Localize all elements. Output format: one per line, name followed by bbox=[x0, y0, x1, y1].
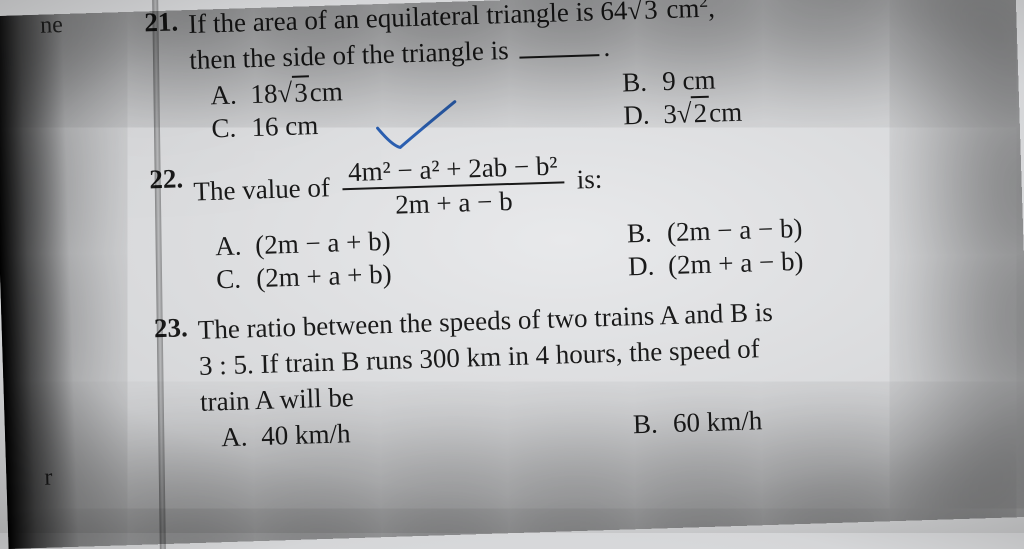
q22-text: The value of 4m² − a² + 2ab − b² 2m + a … bbox=[193, 150, 604, 226]
q21-line1b: cm bbox=[659, 0, 700, 24]
q23-text: The ratio between the speeds of two trai… bbox=[197, 293, 775, 420]
radicand: 2 bbox=[691, 96, 709, 129]
q22-tail: is: bbox=[576, 164, 602, 195]
opt-pre: 18 bbox=[250, 78, 278, 110]
opt-text: (2m − a + b) bbox=[255, 225, 391, 260]
q23-line3: train A will be bbox=[200, 382, 355, 417]
sqrt-2: 2 bbox=[676, 98, 709, 130]
q22-fraction: 4m² − a² + 2ab − b² 2m + a − b bbox=[342, 151, 565, 221]
opt-letter: D. bbox=[628, 250, 669, 282]
page: ne r 21. If the area of an equilateral t… bbox=[52, 0, 1024, 474]
q21-line2b: . bbox=[603, 32, 611, 62]
q21-line1c: , bbox=[708, 0, 716, 23]
fraction-denominator: 2m + a − b bbox=[343, 184, 565, 221]
opt-letter: B. bbox=[633, 408, 674, 440]
fill-blank bbox=[519, 30, 600, 59]
opt-letter: B. bbox=[627, 217, 668, 249]
sqrt-3-a: 3 bbox=[627, 0, 660, 29]
opt-text: (2m + a − b) bbox=[668, 245, 804, 280]
q23-number: 23. bbox=[131, 311, 198, 344]
opt-text: (2m − a − b) bbox=[667, 212, 803, 247]
radicand: 3 bbox=[642, 0, 660, 25]
opt-letter: C. bbox=[216, 263, 257, 295]
q21-line2a: then the side of the triangle is bbox=[189, 35, 516, 75]
q22-lead: The value of bbox=[193, 172, 337, 206]
opt-letter: A. bbox=[215, 230, 256, 262]
sqrt-3-b: 3 bbox=[277, 77, 310, 109]
radicand: 3 bbox=[292, 75, 310, 108]
opt-text: 60 km/h bbox=[673, 405, 763, 439]
opt-letter: A. bbox=[221, 421, 262, 453]
opt-letter: D. bbox=[623, 99, 664, 131]
opt-unit: cm bbox=[709, 97, 743, 129]
margin-fragment-2: r bbox=[44, 465, 53, 492]
opt-letter: C. bbox=[211, 112, 252, 144]
opt-pre: 3 bbox=[663, 99, 677, 130]
opt-text: (2m + a + b) bbox=[256, 258, 392, 293]
opt-text: 9 cm bbox=[662, 64, 716, 97]
opt-text: 40 km/h bbox=[261, 418, 351, 452]
opt-letter: B. bbox=[622, 66, 663, 98]
content-area: 21. If the area of an equilateral triang… bbox=[122, 0, 1024, 456]
margin-fragment-1: ne bbox=[40, 12, 63, 40]
opt-unit: cm bbox=[309, 76, 343, 108]
opt-letter: A. bbox=[210, 79, 251, 111]
opt-text: 16 cm bbox=[251, 110, 319, 143]
